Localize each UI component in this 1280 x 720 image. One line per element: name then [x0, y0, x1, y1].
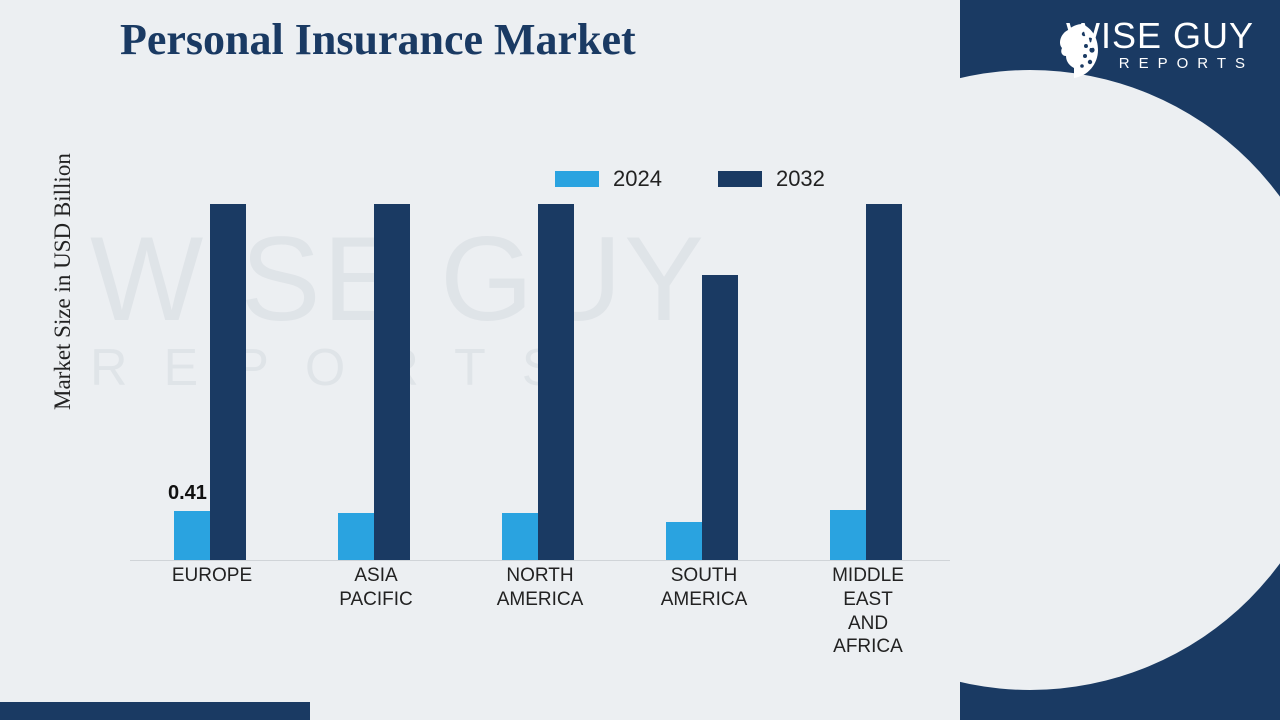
bar-2024 — [502, 513, 538, 561]
plot-area: 0.41 — [130, 180, 950, 561]
chart: Market Size in USD Billion 0.41 EUROPEAS… — [60, 160, 960, 680]
bar-value-label: 0.41 — [168, 482, 207, 505]
bar-2032 — [538, 204, 574, 560]
logo-line2: REPORTS — [1066, 56, 1254, 71]
bar-2024 — [666, 522, 702, 560]
chart-title: Personal Insurance Market — [120, 14, 636, 65]
x-axis-label: NORTHAMERICA — [458, 564, 622, 612]
bar-2024 — [830, 510, 866, 560]
logo-line1: WISE GUY — [1066, 18, 1254, 54]
y-axis-label: Market Size in USD Billion — [50, 153, 76, 410]
x-axis-label: EUROPE — [130, 564, 294, 588]
x-axis-label: MIDDLEEASTANDAFRICA — [786, 564, 950, 659]
bar-2032 — [702, 275, 738, 560]
bar-2032 — [866, 204, 902, 560]
bar-2024 — [174, 511, 210, 560]
page: Personal Insurance Market WISE GUY REPOR… — [0, 0, 1280, 720]
footer-bar — [0, 702, 310, 720]
bar-2032 — [210, 204, 246, 560]
bar-2024 — [338, 513, 374, 561]
logo-text: WISE GUY REPORTS — [1066, 18, 1254, 71]
x-axis-label: SOUTHAMERICA — [622, 564, 786, 612]
x-axis-label: ASIAPACIFIC — [294, 564, 458, 612]
bar-2032 — [374, 204, 410, 560]
